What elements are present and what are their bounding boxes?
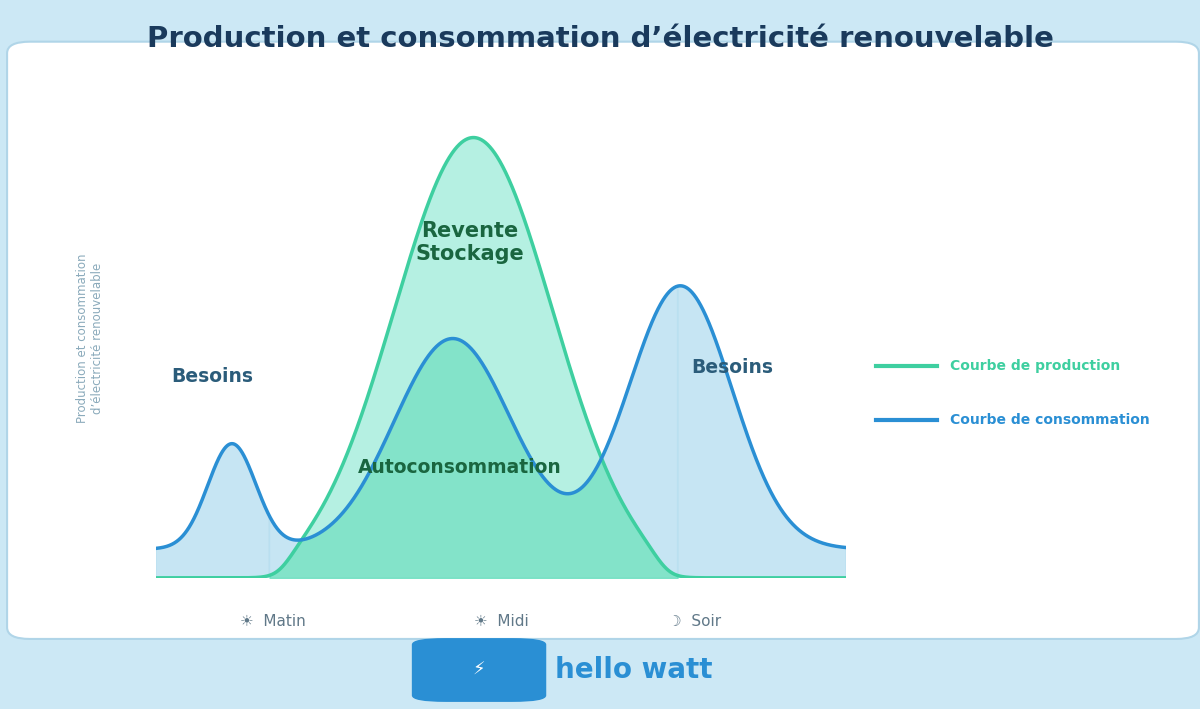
- Text: Production et consommation
d’électricité renouvelable: Production et consommation d’électricité…: [77, 254, 104, 423]
- Text: ⚡: ⚡: [473, 661, 485, 679]
- Text: Courbe de production: Courbe de production: [949, 359, 1120, 373]
- Text: ☀  Midi: ☀ Midi: [474, 614, 528, 629]
- Text: Besoins: Besoins: [172, 367, 253, 386]
- Text: Courbe de consommation: Courbe de consommation: [949, 413, 1150, 428]
- FancyBboxPatch shape: [7, 42, 1199, 639]
- FancyBboxPatch shape: [412, 638, 546, 702]
- Text: ☽  Soir: ☽ Soir: [667, 614, 721, 629]
- Text: Autoconsommation: Autoconsommation: [358, 458, 562, 477]
- Text: ☀  Matin: ☀ Matin: [240, 614, 306, 629]
- Text: hello watt: hello watt: [554, 656, 713, 684]
- Text: Revente
Stockage: Revente Stockage: [415, 221, 524, 264]
- Text: Besoins: Besoins: [691, 358, 773, 376]
- Text: Production et consommation d’électricité renouvelable: Production et consommation d’électricité…: [146, 25, 1054, 53]
